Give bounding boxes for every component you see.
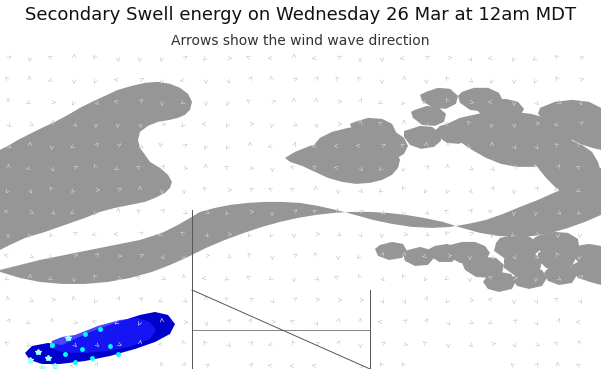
Polygon shape — [504, 252, 542, 276]
Polygon shape — [429, 244, 459, 262]
Polygon shape — [572, 244, 601, 268]
Polygon shape — [534, 232, 579, 256]
Polygon shape — [285, 140, 400, 184]
Polygon shape — [375, 242, 407, 260]
Polygon shape — [25, 312, 175, 364]
Polygon shape — [476, 99, 524, 122]
Polygon shape — [0, 168, 601, 284]
Polygon shape — [0, 82, 192, 369]
Polygon shape — [544, 264, 577, 285]
Polygon shape — [314, 126, 408, 166]
Polygon shape — [411, 106, 446, 126]
Polygon shape — [538, 248, 576, 270]
Polygon shape — [350, 118, 396, 140]
Polygon shape — [444, 112, 572, 167]
Polygon shape — [483, 272, 516, 292]
Polygon shape — [403, 247, 434, 266]
Polygon shape — [538, 100, 601, 136]
Polygon shape — [512, 268, 547, 289]
Polygon shape — [50, 318, 156, 353]
Polygon shape — [458, 88, 503, 112]
Polygon shape — [572, 260, 601, 285]
Polygon shape — [494, 235, 540, 260]
Polygon shape — [446, 242, 490, 264]
Text: Secondary Swell energy on Wednesday 26 Mar at 12am MDT: Secondary Swell energy on Wednesday 26 M… — [25, 6, 576, 24]
Polygon shape — [436, 123, 470, 144]
Polygon shape — [462, 257, 504, 278]
Polygon shape — [528, 138, 601, 210]
Text: Arrows show the wind wave direction: Arrows show the wind wave direction — [171, 34, 430, 48]
Polygon shape — [404, 126, 441, 149]
Polygon shape — [420, 88, 458, 109]
Polygon shape — [556, 118, 601, 150]
